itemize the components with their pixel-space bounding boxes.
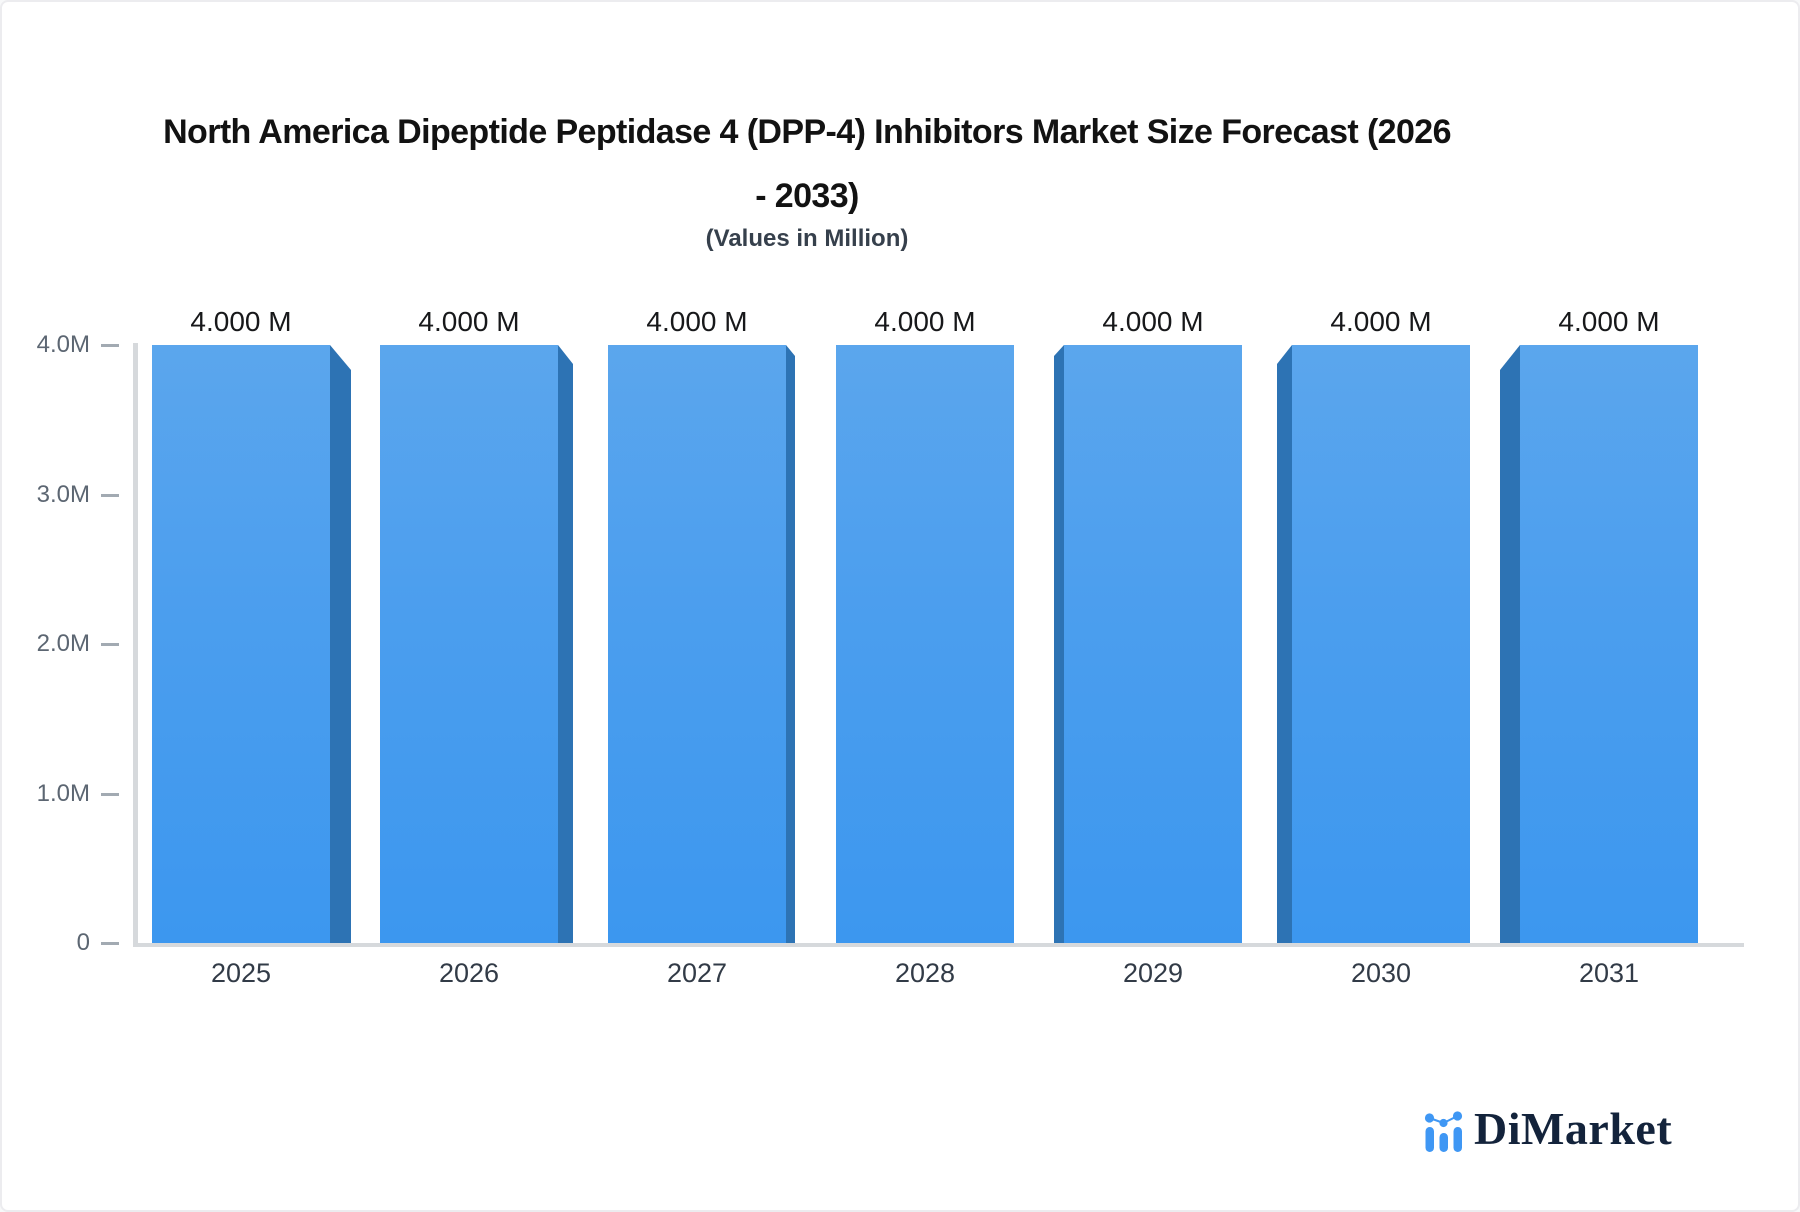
logo-text: DiMarket bbox=[1474, 1103, 1673, 1154]
dimarket-logo: DiMarket bbox=[1422, 1100, 1672, 1152]
bar-3d-side-face bbox=[558, 345, 573, 943]
bar-2030[interactable] bbox=[1277, 345, 1470, 943]
bar-value-label: 4.000 M bbox=[1558, 306, 1660, 337]
y-axis-tick-mark bbox=[101, 344, 119, 347]
y-axis-tick-label: 0 bbox=[76, 929, 90, 956]
x-axis-label-2031: 2031 bbox=[1578, 958, 1640, 988]
y-axis-tick-label: 3.0M bbox=[36, 480, 90, 508]
bar-value-label: 4.000 M bbox=[190, 306, 292, 337]
bar-2026[interactable] bbox=[380, 345, 573, 943]
bar-front-face[interactable] bbox=[152, 345, 330, 943]
bar-value-label: 4.000 M bbox=[874, 306, 976, 337]
y-axis-tick-label: 1.0M bbox=[36, 779, 90, 807]
bar-3d-side-face bbox=[330, 345, 351, 943]
bar-front-face[interactable] bbox=[836, 345, 1014, 943]
bar-2031[interactable] bbox=[1500, 345, 1698, 943]
chart-title-line1: North America Dipeptide Peptidase 4 (DPP… bbox=[163, 113, 1451, 151]
x-axis-baseline bbox=[133, 943, 1744, 947]
y-axis-tick-label: 4.0M bbox=[36, 331, 90, 358]
bar-value-label: 4.000 M bbox=[1102, 306, 1204, 337]
x-axis-label-2030: 2030 bbox=[1350, 958, 1412, 988]
bar-value-label: 4.000 M bbox=[646, 306, 748, 337]
x-axis-label-2027: 2027 bbox=[666, 958, 728, 988]
bar-2025[interactable] bbox=[152, 345, 351, 943]
y-axis-tick-mark bbox=[101, 942, 119, 945]
bar-2027[interactable] bbox=[608, 345, 795, 943]
bar-front-face[interactable] bbox=[1520, 345, 1698, 943]
y-axis-tick-mark bbox=[101, 493, 119, 497]
bar-2028[interactable] bbox=[836, 345, 1014, 943]
x-axis-label-2026: 2026 bbox=[438, 958, 500, 988]
bar-value-label: 4.000 M bbox=[418, 306, 520, 337]
x-axis-label-2029: 2029 bbox=[1122, 958, 1184, 988]
bar-3d-side-face bbox=[1500, 345, 1520, 943]
bar-3d-side-face bbox=[786, 345, 795, 943]
y-axis-tick-mark bbox=[101, 792, 119, 796]
bar-front-face[interactable] bbox=[608, 345, 786, 943]
x-axis-label-2025: 2025 bbox=[210, 958, 272, 988]
bar-front-face[interactable] bbox=[1292, 345, 1470, 943]
x-axis-label-2028: 2028 bbox=[894, 958, 956, 988]
bar-3d-side-face bbox=[1277, 345, 1292, 943]
bar-2029[interactable] bbox=[1054, 345, 1242, 943]
bar-chart-trend-icon bbox=[1424, 1111, 1463, 1152]
bar-value-label: 4.000 M bbox=[1330, 306, 1432, 337]
bar-front-face[interactable] bbox=[380, 345, 558, 943]
bar-front-face[interactable] bbox=[1064, 345, 1242, 943]
chart-title: North America Dipeptide Peptidase 4 (DPP… bbox=[77, 100, 1537, 228]
chart-subtitle: (Values in Million) bbox=[705, 225, 909, 252]
chart-title-line2: - 2033) bbox=[755, 177, 859, 215]
bar-3d-side-face bbox=[1054, 345, 1064, 943]
y-axis-line bbox=[133, 343, 138, 947]
y-axis-tick-mark bbox=[101, 643, 119, 646]
y-axis-tick-label: 2.0M bbox=[36, 630, 90, 657]
